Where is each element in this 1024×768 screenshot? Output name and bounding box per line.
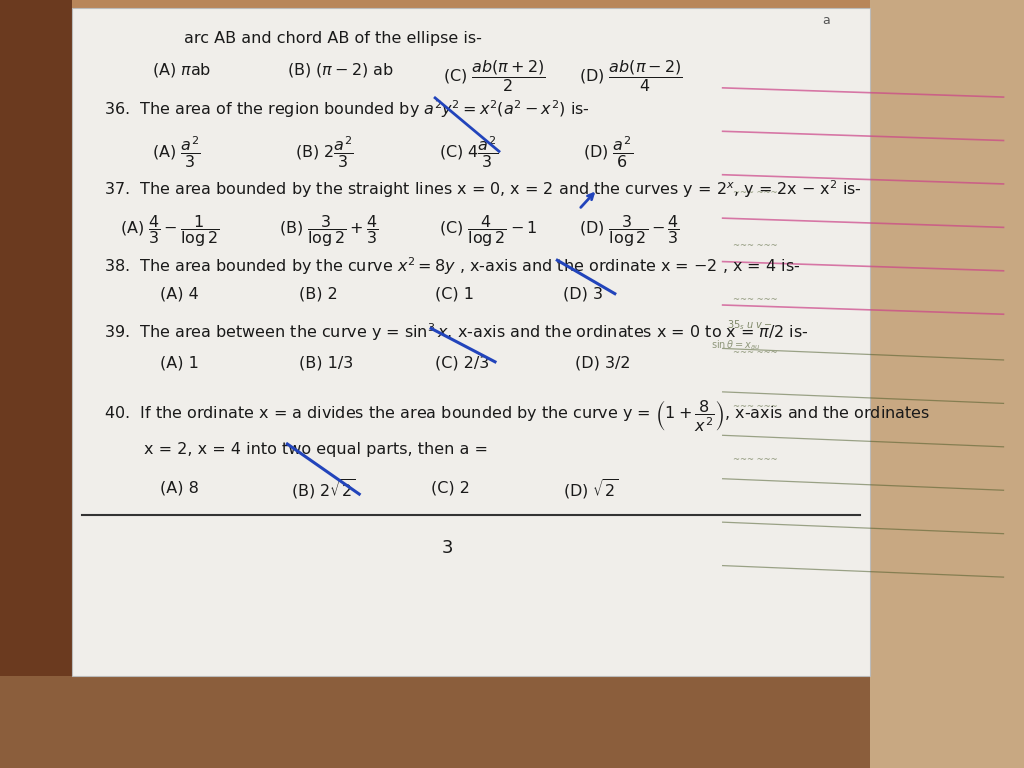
Text: (A) $\dfrac{a^2}{3}$: (A) $\dfrac{a^2}{3}$ [152, 134, 200, 170]
Text: ~~~ ~~~: ~~~ ~~~ [733, 295, 777, 303]
Text: x = 2, x = 4 into two equal parts, then a =: x = 2, x = 4 into two equal parts, then … [143, 442, 487, 457]
Text: (A) 4: (A) 4 [160, 287, 199, 302]
Text: (B) $2\sqrt{2}$: (B) $2\sqrt{2}$ [292, 478, 355, 502]
Text: $35_s$ $u$ $v-$: $35_s$ $u$ $v-$ [727, 319, 772, 333]
Text: (A) $\dfrac{4}{3}-\dfrac{1}{\log 2}$: (A) $\dfrac{4}{3}-\dfrac{1}{\log 2}$ [120, 213, 219, 249]
Text: (D) $\sqrt{2}$: (D) $\sqrt{2}$ [563, 478, 618, 502]
Text: 38.  The area bounded by the curve $x^2 = 8y$ , x-axis and the ordinate x = $-2$: 38. The area bounded by the curve $x^2 =… [103, 255, 800, 276]
Text: (B) 1/3: (B) 1/3 [299, 355, 353, 370]
Text: 40.  If the ordinate x = a divides the area bounded by the curve y = $\left(1+\d: 40. If the ordinate x = a divides the ar… [103, 399, 930, 434]
Text: (D) $\dfrac{3}{\log 2}-\dfrac{4}{3}$: (D) $\dfrac{3}{\log 2}-\dfrac{4}{3}$ [579, 213, 680, 249]
Text: (C) $4\dfrac{a^2}{3}$: (C) $4\dfrac{a^2}{3}$ [439, 134, 498, 170]
Text: 36.  The area of the region bounded by $a^2y^2 = x^2(a^2-x^2)$ is-: 36. The area of the region bounded by $a… [103, 98, 590, 120]
Text: (D) 3/2: (D) 3/2 [574, 355, 631, 370]
Text: (A) 1: (A) 1 [160, 355, 199, 370]
Text: (C) 2/3: (C) 2/3 [435, 355, 489, 370]
Text: ~~~ ~~~: ~~~ ~~~ [733, 241, 777, 250]
Text: ~~~ ~~~: ~~~ ~~~ [733, 348, 777, 357]
Text: (D) $\dfrac{a^2}{6}$: (D) $\dfrac{a^2}{6}$ [583, 134, 633, 170]
Text: (C) 2: (C) 2 [431, 481, 470, 495]
Text: ~~~ ~~~: ~~~ ~~~ [733, 187, 777, 197]
Text: (D) $\dfrac{ab(\pi-2)}{4}$: (D) $\dfrac{ab(\pi-2)}{4}$ [579, 58, 683, 94]
Text: (B) $\dfrac{3}{\log 2}+\dfrac{4}{3}$: (B) $\dfrac{3}{\log 2}+\dfrac{4}{3}$ [280, 213, 379, 249]
Text: (B) 2: (B) 2 [299, 287, 338, 302]
Bar [870, 0, 1024, 768]
Text: (C) 1: (C) 1 [435, 287, 474, 302]
Text: (C) $\dfrac{ab(\pi+2)}{2}$: (C) $\dfrac{ab(\pi+2)}{2}$ [443, 58, 546, 94]
Text: (A) $\pi$ab: (A) $\pi$ab [152, 61, 211, 79]
Text: ~~~ ~~~: ~~~ ~~~ [733, 402, 777, 411]
Text: (D) 3: (D) 3 [563, 287, 603, 302]
Bar [0, 0, 72, 768]
Bar [0, 676, 1024, 768]
Text: 37.  The area bounded by the straight lines x = 0, x = 2 and the curves y = $2^x: 37. The area bounded by the straight lin… [103, 178, 861, 200]
Text: (C) $\dfrac{4}{\log 2}-1$: (C) $\dfrac{4}{\log 2}-1$ [439, 213, 538, 249]
Text: (B) $2\dfrac{a^2}{3}$: (B) $2\dfrac{a^2}{3}$ [295, 134, 354, 170]
Text: (B) $(\pi-2)$ ab: (B) $(\pi-2)$ ab [288, 61, 394, 79]
Text: arc AB and chord AB of the ellipse is-: arc AB and chord AB of the ellipse is- [183, 31, 481, 46]
Text: ~~~ ~~~: ~~~ ~~~ [733, 455, 777, 464]
Text: a: a [822, 15, 830, 28]
Text: 39.  The area between the curve y = $\sin^3 x$, x-axis and the ordinates x = 0 t: 39. The area between the curve y = $\sin… [103, 322, 808, 343]
Text: (A) 8: (A) 8 [160, 481, 199, 495]
Bar [72, 8, 870, 676]
Text: 3: 3 [441, 539, 453, 557]
Text: $\sin \theta = x_{au}$: $\sin \theta = x_{au}$ [711, 339, 760, 353]
